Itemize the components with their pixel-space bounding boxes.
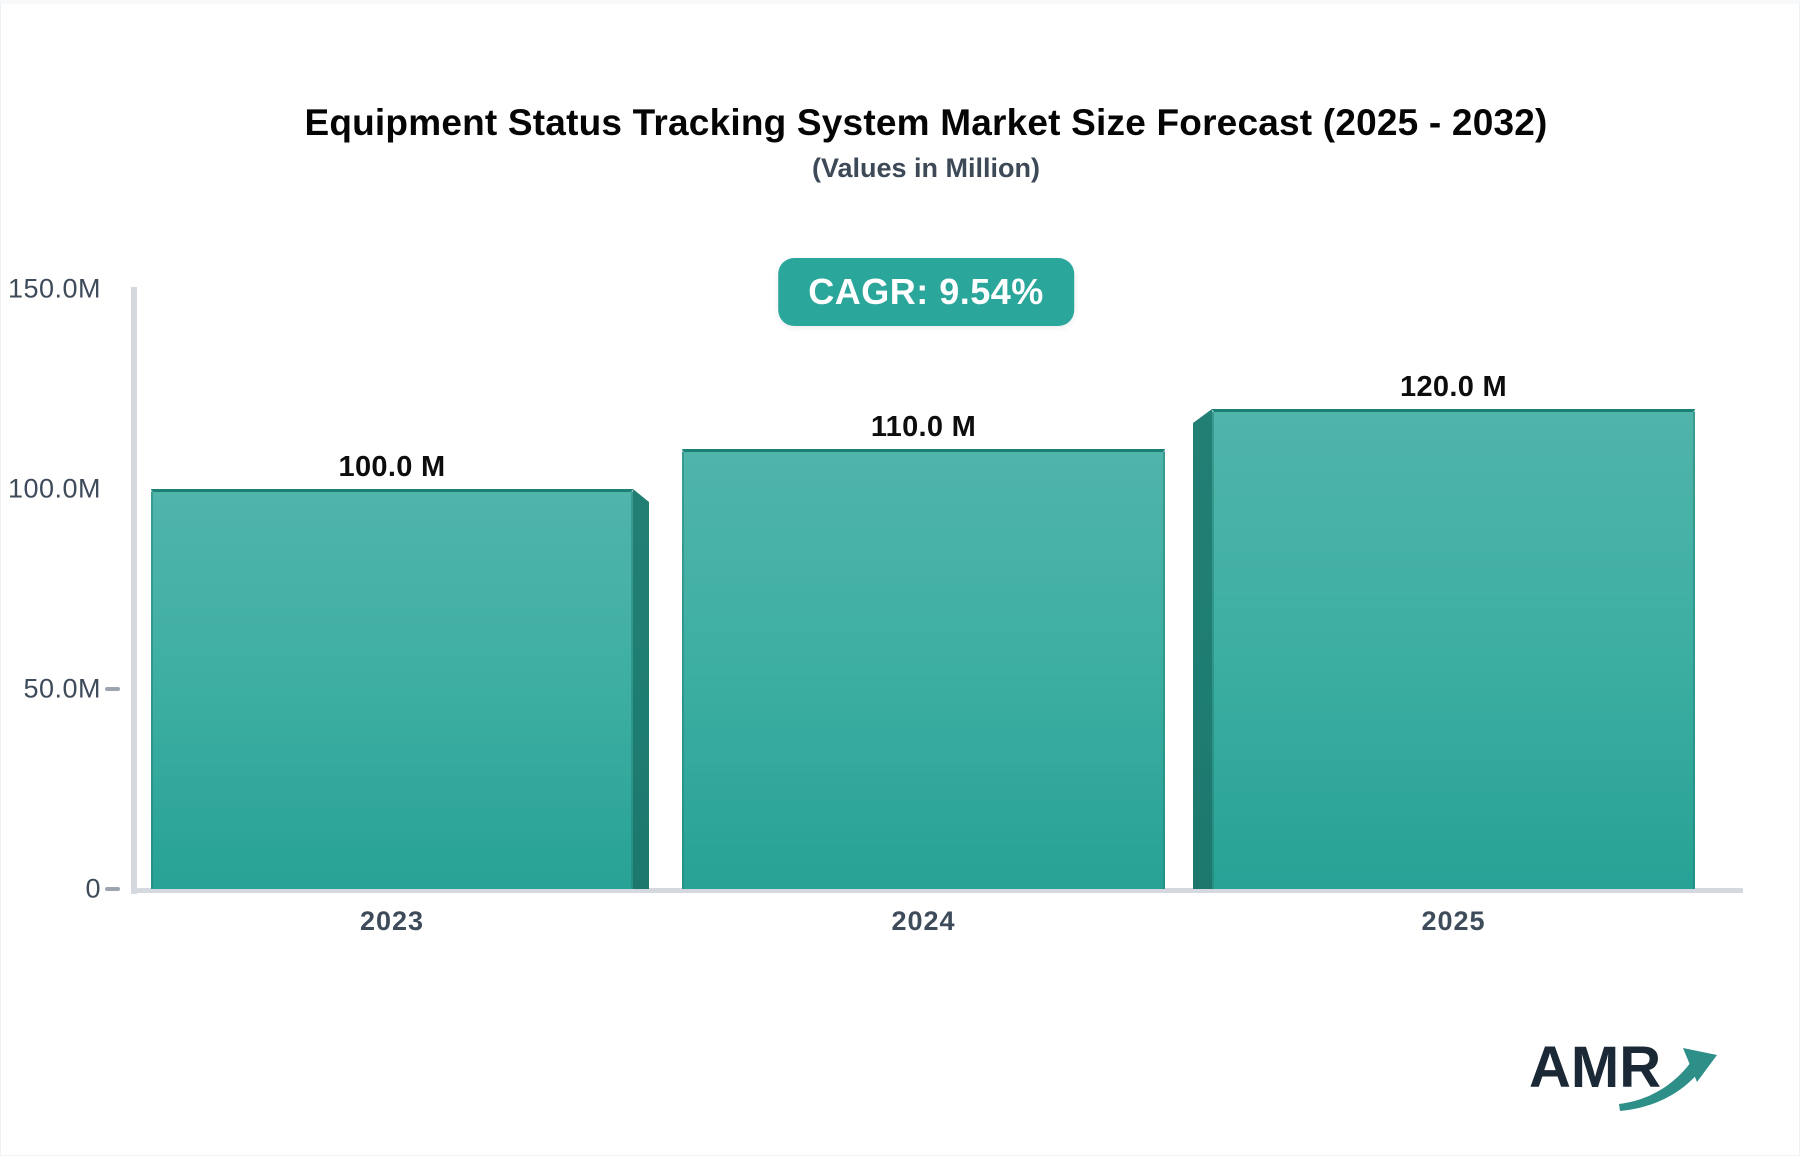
y-axis-tick-mark <box>105 887 120 891</box>
y-axis-tick-mark <box>105 687 120 691</box>
bar-value-label-2025: 120.0 M <box>1400 371 1507 403</box>
plot-area: 150.0M 100.0M 50.0M 0 100.0 M 2023 110.0 M 2024… <box>1 4 1799 1155</box>
bar-3d-side-2023 <box>633 489 649 889</box>
y-axis-tick-label: 150.0M <box>7 273 101 304</box>
amr-logo-text: AMR <box>1529 1035 1662 1100</box>
bar-2024 <box>682 449 1165 889</box>
y-axis-tick-label: 0 <box>85 873 101 904</box>
y-axis-tick-label: 50.0M <box>23 673 101 704</box>
y-axis-line <box>131 287 137 894</box>
bar-2025 <box>1212 409 1695 889</box>
bar-2023 <box>151 489 633 889</box>
x-axis-label-2024: 2024 <box>891 906 956 936</box>
amr-logo: AMR <box>1529 1034 1719 1114</box>
x-axis-label-2025: 2025 <box>1421 906 1486 936</box>
bar-value-label-2024: 110.0 M <box>870 411 977 443</box>
bar-value-label-2023: 100.0 M <box>338 451 446 483</box>
y-axis-tick-label: 100.0M <box>7 473 101 504</box>
chart-subtitle: (Values in Million) <box>811 153 1041 183</box>
chart-title: Equipment Status Tracking System Market … <box>304 102 1548 143</box>
cagr-badge: CAGR: 9.54% <box>778 258 1074 326</box>
bar-3d-side-2025 <box>1193 409 1212 889</box>
x-axis-line <box>131 888 1743 893</box>
trend-up-arrow-icon <box>1619 1048 1717 1111</box>
x-axis-label-2023: 2023 <box>359 906 425 936</box>
